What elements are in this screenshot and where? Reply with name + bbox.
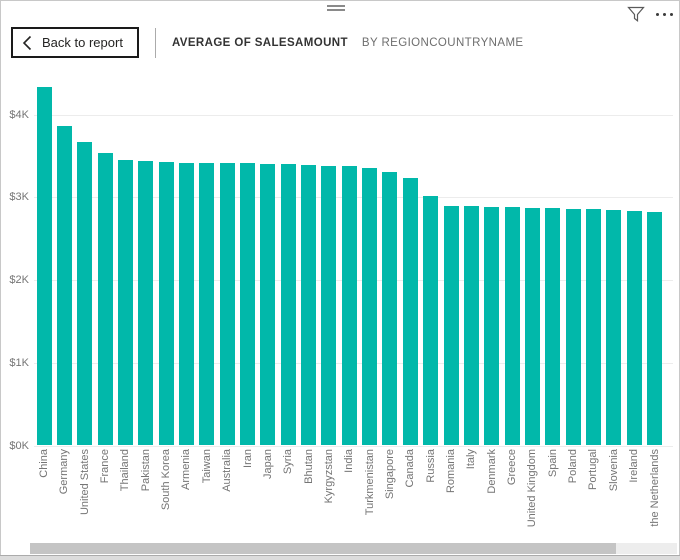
x-axis-label: Portugal	[587, 449, 600, 490]
bar[interactable]	[341, 166, 357, 446]
bar[interactable]	[606, 209, 622, 446]
x-axis-label: Thailand	[119, 449, 132, 492]
bar[interactable]	[504, 207, 520, 446]
x-axis-label: Slovenia	[607, 449, 620, 492]
x-axis-label: Armenia	[180, 449, 193, 490]
bar[interactable]	[626, 210, 642, 446]
bar[interactable]	[524, 207, 540, 446]
bar[interactable]	[585, 209, 601, 446]
bar[interactable]	[280, 164, 296, 446]
bar[interactable]	[484, 206, 500, 446]
bar[interactable]	[138, 161, 154, 446]
bar[interactable]	[77, 141, 93, 446]
x-axis-label: China	[38, 449, 50, 478]
y-axis-tick-label: $3K	[9, 191, 29, 204]
x-axis-label: Spain	[546, 449, 559, 478]
y-axis-tick-label: $4K	[9, 108, 29, 121]
bar[interactable]	[219, 163, 235, 446]
bar[interactable]	[463, 206, 479, 446]
x-axis-label: India	[343, 449, 356, 473]
horizontal-scrollbar-track[interactable]	[30, 543, 677, 554]
more-options-icon[interactable]	[654, 4, 675, 25]
y-axis-tick-label: $2K	[9, 274, 29, 287]
x-axis-label: Ireland	[628, 449, 641, 483]
back-to-report-button[interactable]: Back to report	[11, 27, 139, 58]
bar[interactable]	[56, 126, 72, 446]
drag-handle[interactable]	[327, 5, 345, 13]
x-axis-label: Denmark	[485, 449, 498, 494]
bar[interactable]	[178, 162, 194, 446]
x-axis-label: Bhutan	[302, 449, 315, 484]
header-divider	[154, 27, 156, 58]
x-axis-label: Italy	[465, 449, 478, 470]
x-axis-label: United Kingdom	[526, 449, 539, 528]
x-axis-label: Germany	[58, 449, 71, 495]
bar[interactable]	[647, 212, 662, 446]
chart-subtitle: BY REGIONCOUNTRYNAME	[361, 36, 524, 49]
bar[interactable]	[545, 208, 561, 446]
horizontal-scrollbar-thumb[interactable]	[30, 543, 616, 554]
bar[interactable]	[362, 168, 378, 446]
gridline	[34, 114, 673, 116]
bar[interactable]	[260, 163, 276, 446]
x-axis-label: Iran	[241, 449, 254, 468]
bar[interactable]	[240, 163, 255, 446]
y-axis-tick-label: $0K	[9, 439, 29, 452]
x-axis-label: Poland	[567, 449, 580, 484]
x-axis-label: France	[99, 449, 112, 484]
x-axis-labels: China Germany United States France Thailand P…	[1, 449, 673, 539]
x-axis-label: Canada	[404, 449, 417, 488]
ellipsis-glyph	[656, 6, 673, 23]
x-axis-label: the Netherlands	[648, 449, 661, 527]
x-axis-label: Kyrgyzstan	[322, 449, 335, 504]
focus-header: Back to report AVERAGE OF SALESAMOUNT BY…	[11, 27, 669, 58]
bar[interactable]	[117, 160, 133, 446]
bar[interactable]	[402, 178, 418, 446]
chevron-left-icon	[22, 35, 32, 50]
x-axis-label: Taiwan	[200, 449, 213, 484]
bar-chart-plot-area: $0K $1K $2K $3K $4K	[1, 69, 679, 452]
bar[interactable]	[36, 87, 52, 446]
bar[interactable]	[97, 152, 113, 446]
bar[interactable]	[301, 165, 317, 446]
bar[interactable]	[199, 162, 215, 446]
bar[interactable]	[321, 165, 337, 446]
x-axis-label: Romania	[445, 449, 457, 494]
x-axis-label: Russia	[424, 449, 437, 483]
x-axis-label: Greece	[506, 449, 519, 486]
x-axis-label: Singapore	[383, 449, 396, 500]
gridline	[34, 445, 673, 447]
bar[interactable]	[565, 208, 581, 446]
filter-icon[interactable]	[625, 4, 647, 25]
x-axis-label: United States	[78, 449, 91, 516]
bar[interactable]	[382, 171, 398, 446]
x-axis-label: South Korea	[160, 449, 173, 511]
back-to-report-label: Back to report	[42, 35, 123, 50]
x-axis-label: Turkmenistan	[363, 449, 376, 516]
bar[interactable]	[443, 206, 459, 446]
chart-title: AVERAGE OF SALESAMOUNT	[171, 36, 348, 49]
x-axis-label: Australia	[221, 449, 234, 492]
y-axis-tick-label: $1K	[9, 356, 29, 369]
bar[interactable]	[158, 162, 174, 446]
window-bottom-shadow	[0, 555, 680, 560]
bar[interactable]	[423, 195, 439, 446]
x-axis-label: Japan	[261, 449, 274, 479]
filter-funnel-glyph	[627, 6, 645, 23]
x-axis-label: Syria	[282, 449, 295, 475]
x-axis-label: Pakistan	[139, 449, 152, 492]
